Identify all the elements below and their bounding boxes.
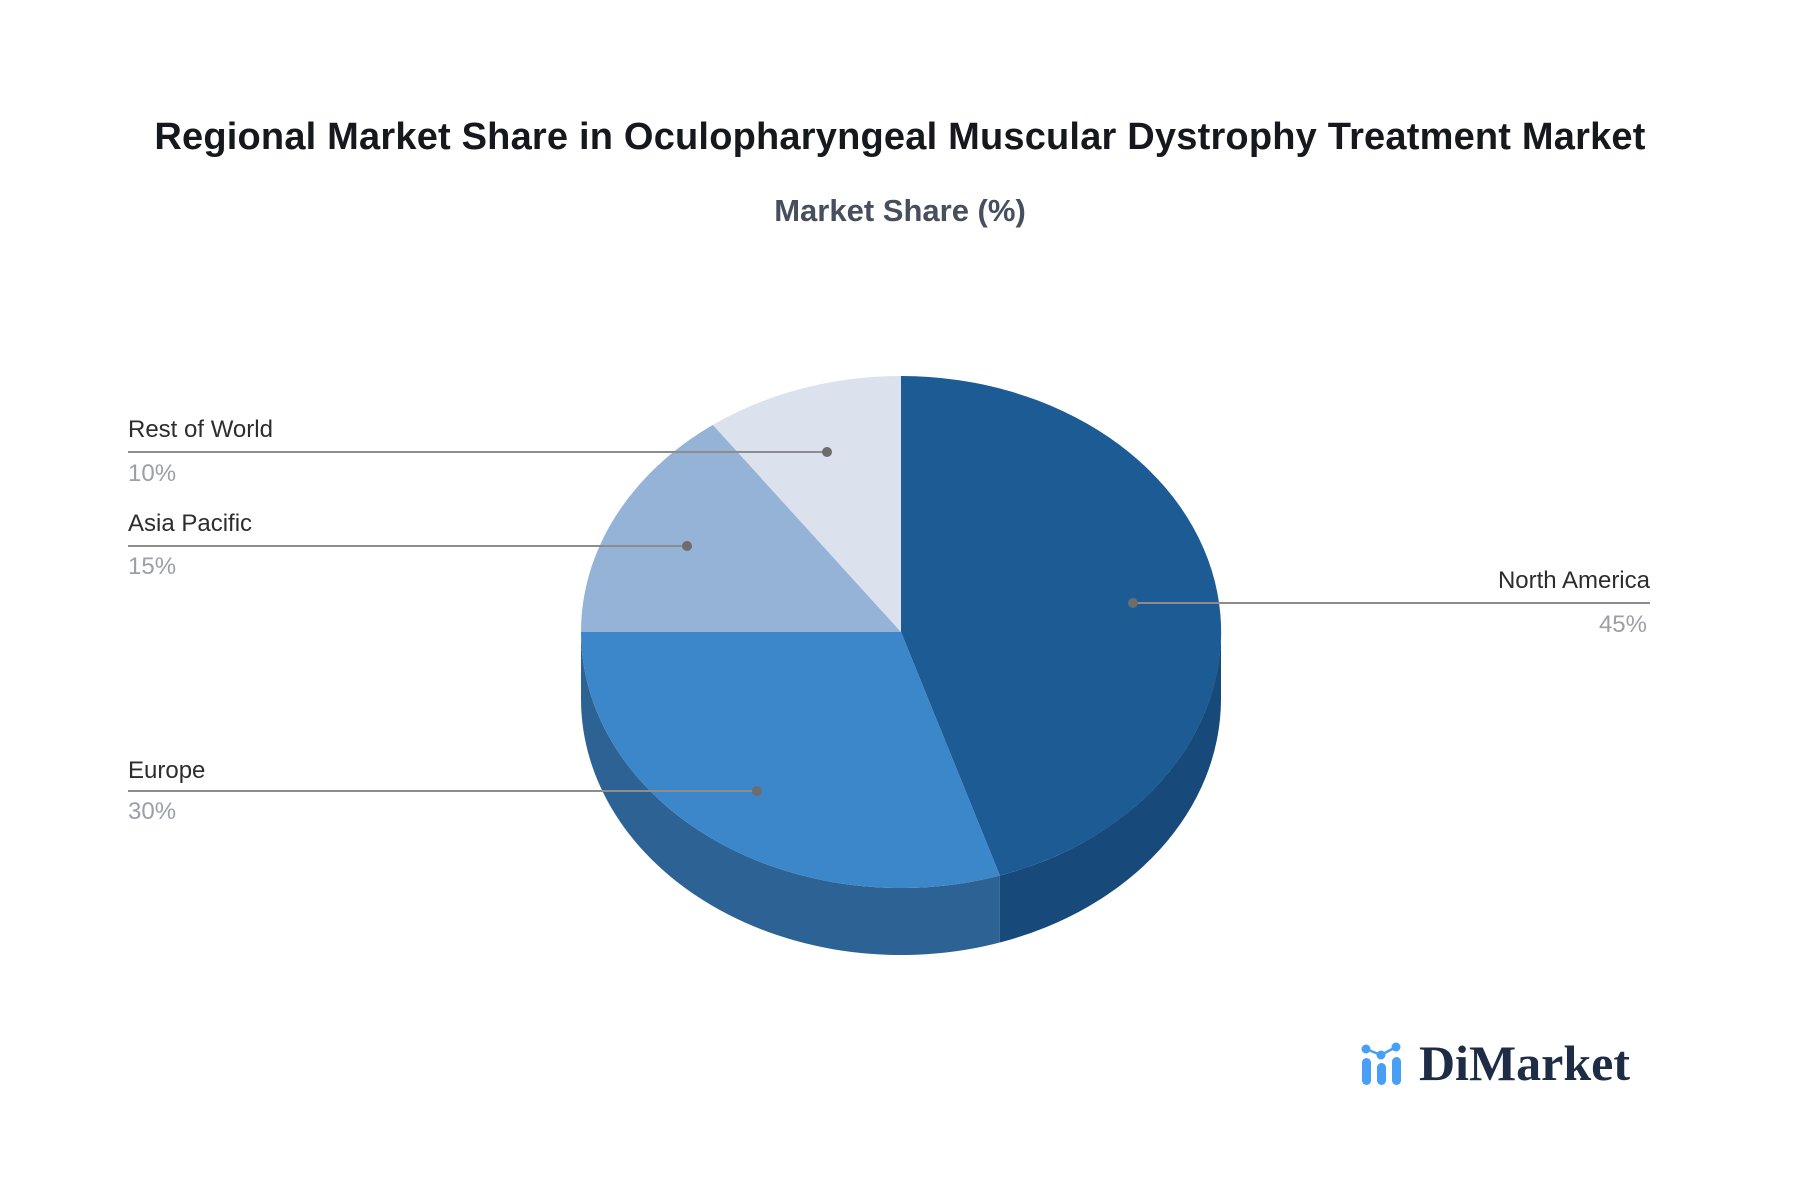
callout-dot-rest-of-world [822, 447, 832, 457]
slice-percent-europe: 30% [128, 798, 177, 825]
slice-percent-north-america: 45% [1598, 611, 1647, 638]
pie-slice-rim-europe [580, 632, 1000, 956]
pie-slice-rim-north-america [999, 632, 1222, 943]
callout-dot-europe [752, 786, 762, 796]
callout-dot-north-america [1128, 598, 1138, 608]
chart-subtitle: Market Share (%) [774, 193, 1026, 228]
chart-title: Regional Market Share in Oculopharyngeal… [154, 116, 1646, 158]
pie-slice-europe[interactable] [581, 632, 1000, 889]
pie-slice-asia-pacific[interactable] [581, 424, 901, 632]
slice-label-rest-of-world: Rest of World [128, 416, 273, 443]
slice-label-europe: Europe [128, 757, 206, 784]
callout-dot-asia-pacific [682, 541, 692, 551]
pie-slice-north-america[interactable] [901, 376, 1222, 876]
dimarket-logo-text: DiMarket [1418, 1035, 1630, 1091]
slice-label-asia-pacific: Asia Pacific [128, 510, 253, 537]
pie-slice-rest-of-world[interactable] [712, 376, 901, 632]
slice-percent-rest-of-world: 10% [128, 460, 177, 487]
dimarket-logo: DiMarket [1361, 1038, 1630, 1088]
slice-label-north-america: North America [1497, 567, 1650, 594]
dimarket-logo-icon [1361, 1042, 1401, 1085]
slice-percent-asia-pacific: 15% [128, 553, 177, 580]
